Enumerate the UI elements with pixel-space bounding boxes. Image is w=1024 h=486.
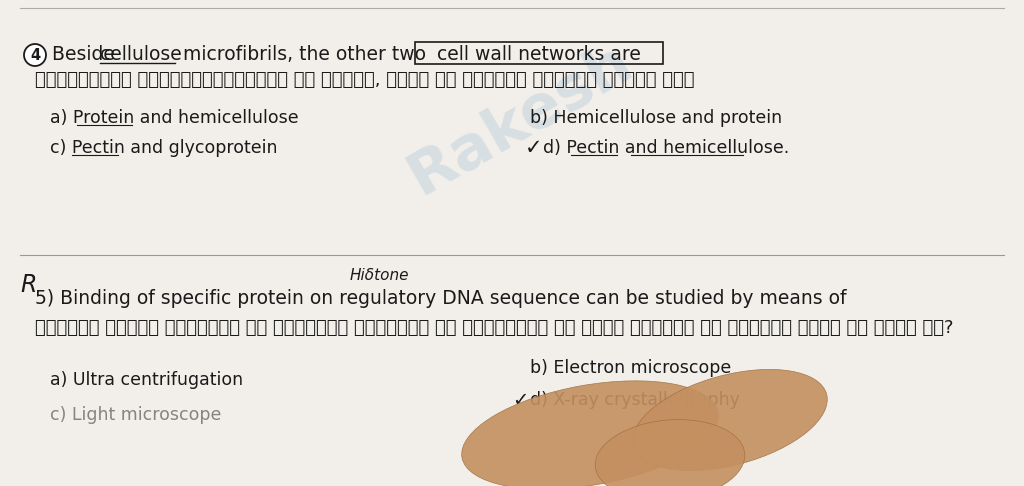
Text: d) X-ray crystallography: d) X-ray crystallography: [530, 391, 740, 409]
Text: 4: 4: [30, 48, 40, 63]
Ellipse shape: [595, 419, 744, 486]
Text: R: R: [20, 273, 37, 297]
Text: सेल्युलोज माइक्रोफिब्रिल के अलावा, अन्य दो कोशिका भित्ति तंत्र हैं: सेल्युलोज माइक्रोफिब्रिल के अलावा, अन्य …: [35, 71, 694, 89]
Text: नियामक डीएनए अनुक्रम पर विशिष्ट प्रोटीन की बाइंडिंग को इसके माध्यम से अध्ययन किय: नियामक डीएनए अनुक्रम पर विशिष्ट प्रोटीन …: [35, 319, 953, 337]
Text: b) Hemicellulose and protein: b) Hemicellulose and protein: [530, 109, 782, 127]
Text: 5) Binding of specific protein on regulatory DNA sequence can be studied by mean: 5) Binding of specific protein on regula…: [35, 289, 847, 308]
Text: microfibrils, the other two: microfibrils, the other two: [177, 46, 426, 65]
Text: b) Electron microscope: b) Electron microscope: [530, 359, 731, 377]
Ellipse shape: [462, 381, 718, 486]
Ellipse shape: [633, 369, 827, 470]
Bar: [415, 42, 663, 64]
Text: ✓: ✓: [525, 138, 543, 158]
Text: cell wall networks are: cell wall networks are: [437, 46, 641, 65]
Text: a) Protein and hemicellulose: a) Protein and hemicellulose: [50, 109, 299, 127]
Text: c) Light microscope: c) Light microscope: [50, 406, 221, 424]
Text: ✓: ✓: [512, 390, 528, 410]
Text: a) Ultra centrifugation: a) Ultra centrifugation: [50, 371, 243, 389]
Circle shape: [24, 44, 46, 66]
Text: c) Pectin and glycoprotein: c) Pectin and glycoprotein: [50, 139, 278, 157]
Text: Hiẟtone: Hiẟtone: [350, 267, 410, 282]
Text: Beside: Beside: [52, 46, 121, 65]
Text: cellulose: cellulose: [100, 46, 181, 65]
Text: Rakesh: Rakesh: [397, 32, 642, 208]
Text: d) Pectin and hemicellulose.: d) Pectin and hemicellulose.: [543, 139, 790, 157]
